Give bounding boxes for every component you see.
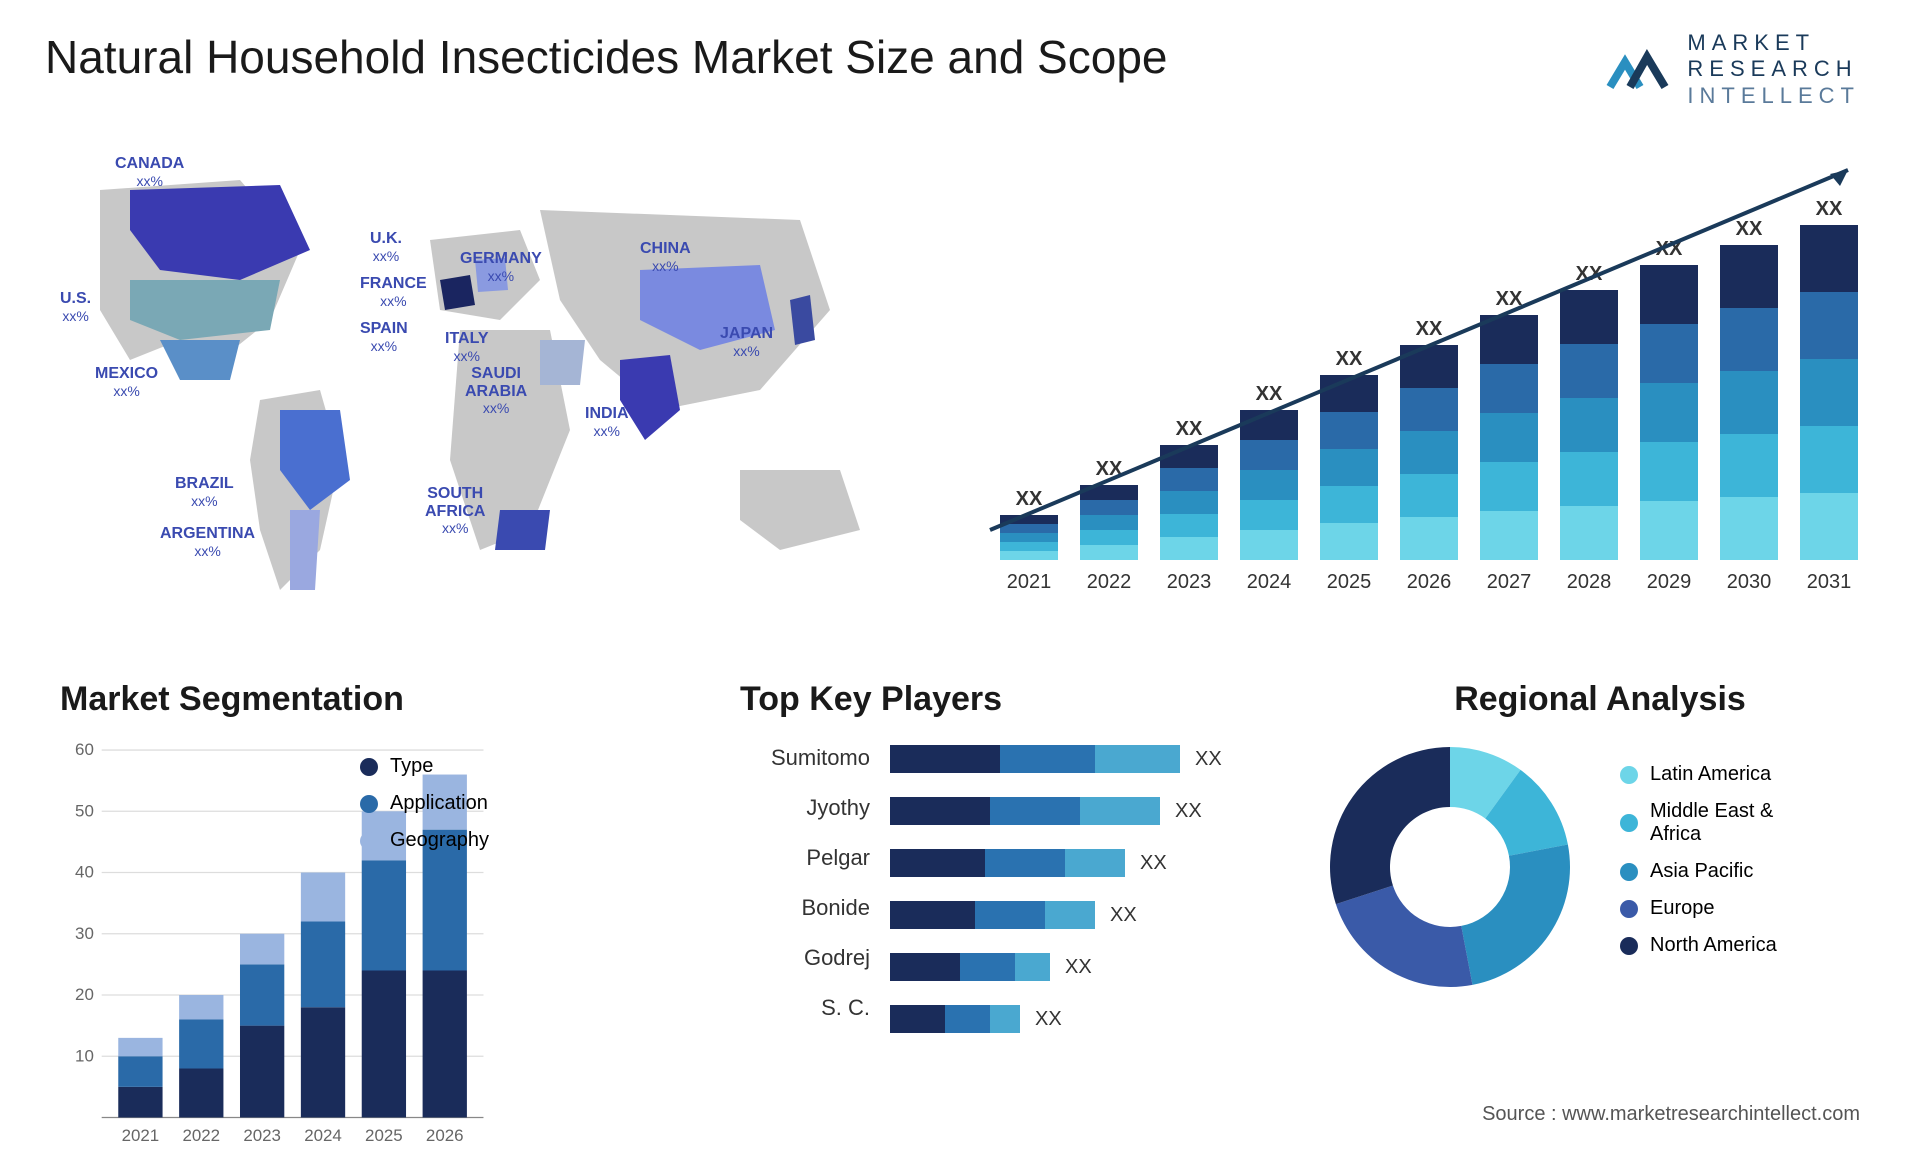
svg-text:50: 50 <box>75 801 94 820</box>
map-label-canada: CANADAxx% <box>115 155 184 190</box>
map-label-argentina: ARGENTINAxx% <box>160 525 255 560</box>
svg-text:2022: 2022 <box>182 1126 220 1145</box>
regional-legend-item: North America <box>1620 934 1777 957</box>
svg-text:2021: 2021 <box>122 1126 160 1145</box>
map-label-uk: U.K.xx% <box>370 230 402 265</box>
player-bar-row: XX <box>890 795 1270 827</box>
world-map: CANADAxx% U.S.xx% MEXICOxx% BRAZILxx% ARGENT… <box>40 130 910 630</box>
regional-title: Regional Analysis <box>1320 680 1880 719</box>
svg-text:XX: XX <box>1016 488 1043 510</box>
logo-mark-icon <box>1605 42 1675 97</box>
logo-line1: MARKET <box>1687 30 1860 56</box>
svg-text:10: 10 <box>75 1046 94 1065</box>
svg-text:2025: 2025 <box>1327 571 1372 593</box>
player-label: Godrej <box>740 945 870 971</box>
page-title: Natural Household Insecticides Market Si… <box>45 30 1168 84</box>
svg-text:2029: 2029 <box>1647 571 1692 593</box>
map-label-southafrica: SOUTHAFRICAxx% <box>425 485 485 538</box>
regional-legend-item: Latin America <box>1620 763 1777 786</box>
player-bar-row: XX <box>890 847 1270 879</box>
map-label-china: CHINAxx% <box>640 240 691 275</box>
svg-text:40: 40 <box>75 863 94 882</box>
players-chart: Sumitomo Jyothy Pelgar Bonide Godrej S. C. XX… <box>740 737 1270 1035</box>
map-label-japan: JAPANxx% <box>720 325 773 360</box>
svg-text:XX: XX <box>1416 318 1443 340</box>
logo-line2: RESEARCH <box>1687 56 1860 82</box>
regional-legend-item: Middle East &Africa <box>1620 800 1777 846</box>
map-label-france: FRANCExx% <box>360 275 427 310</box>
map-label-brazil: BRAZILxx% <box>175 475 234 510</box>
forecast-bar-chart: XX 2021 XX 2022 XX 2023 XX 2024 XX 2025 XX 2026 XX 20… <box>970 150 1870 600</box>
svg-text:XX: XX <box>1736 218 1763 240</box>
svg-text:2023: 2023 <box>243 1126 281 1145</box>
logo-line3: INTELLECT <box>1687 83 1860 109</box>
svg-text:2027: 2027 <box>1487 571 1532 593</box>
player-label: Jyothy <box>740 795 870 821</box>
svg-text:60: 60 <box>75 740 94 759</box>
map-label-saudiarabia: SAUDIARABIAxx% <box>465 365 527 418</box>
svg-text:2024: 2024 <box>304 1126 342 1145</box>
player-bar-row: XX <box>890 743 1270 775</box>
player-label: S. C. <box>740 995 870 1021</box>
svg-text:2025: 2025 <box>365 1126 403 1145</box>
player-label: Bonide <box>740 895 870 921</box>
players-title: Top Key Players <box>740 680 1270 719</box>
player-bar-row: XX <box>890 951 1270 983</box>
regional-donut-chart: Latin America Middle East &Africa Asia Pac… <box>1320 737 1880 997</box>
svg-text:2023: 2023 <box>1167 571 1212 593</box>
svg-text:2024: 2024 <box>1247 571 1292 593</box>
map-label-mexico: MEXICOxx% <box>95 365 158 400</box>
svg-text:20: 20 <box>75 985 94 1004</box>
svg-text:XX: XX <box>1256 383 1283 405</box>
regional-legend-item: Asia Pacific <box>1620 860 1777 883</box>
segmentation-title: Market Segmentation <box>60 680 580 719</box>
svg-text:XX: XX <box>1176 418 1203 440</box>
player-label: Sumitomo <box>740 745 870 771</box>
player-bar-row: XX <box>890 899 1270 931</box>
svg-text:XX: XX <box>1816 198 1843 220</box>
brand-logo: MARKET RESEARCH INTELLECT <box>1605 30 1860 109</box>
seg-legend-item: Geography <box>360 829 489 852</box>
svg-text:2026: 2026 <box>426 1126 464 1145</box>
svg-text:XX: XX <box>1336 348 1363 370</box>
svg-text:30: 30 <box>75 924 94 943</box>
source-attribution: Source : www.marketresearchintellect.com <box>1482 1103 1860 1126</box>
svg-text:2028: 2028 <box>1567 571 1612 593</box>
svg-text:2031: 2031 <box>1807 571 1852 593</box>
svg-text:2022: 2022 <box>1087 571 1132 593</box>
svg-text:2026: 2026 <box>1407 571 1452 593</box>
svg-text:2030: 2030 <box>1727 571 1772 593</box>
map-label-india: INDIAxx% <box>585 405 629 440</box>
map-label-spain: SPAINxx% <box>360 320 408 355</box>
regional-legend-item: Europe <box>1620 897 1777 920</box>
map-label-germany: GERMANYxx% <box>460 250 542 285</box>
segmentation-legend: Type Application Geography <box>360 755 489 866</box>
svg-text:2021: 2021 <box>1007 571 1052 593</box>
player-label: Pelgar <box>740 845 870 871</box>
seg-legend-item: Application <box>360 792 489 815</box>
seg-legend-item: Type <box>360 755 489 778</box>
map-label-us: U.S.xx% <box>60 290 91 325</box>
player-bar-row: XX <box>890 1003 1270 1035</box>
map-label-italy: ITALYxx% <box>445 330 489 365</box>
